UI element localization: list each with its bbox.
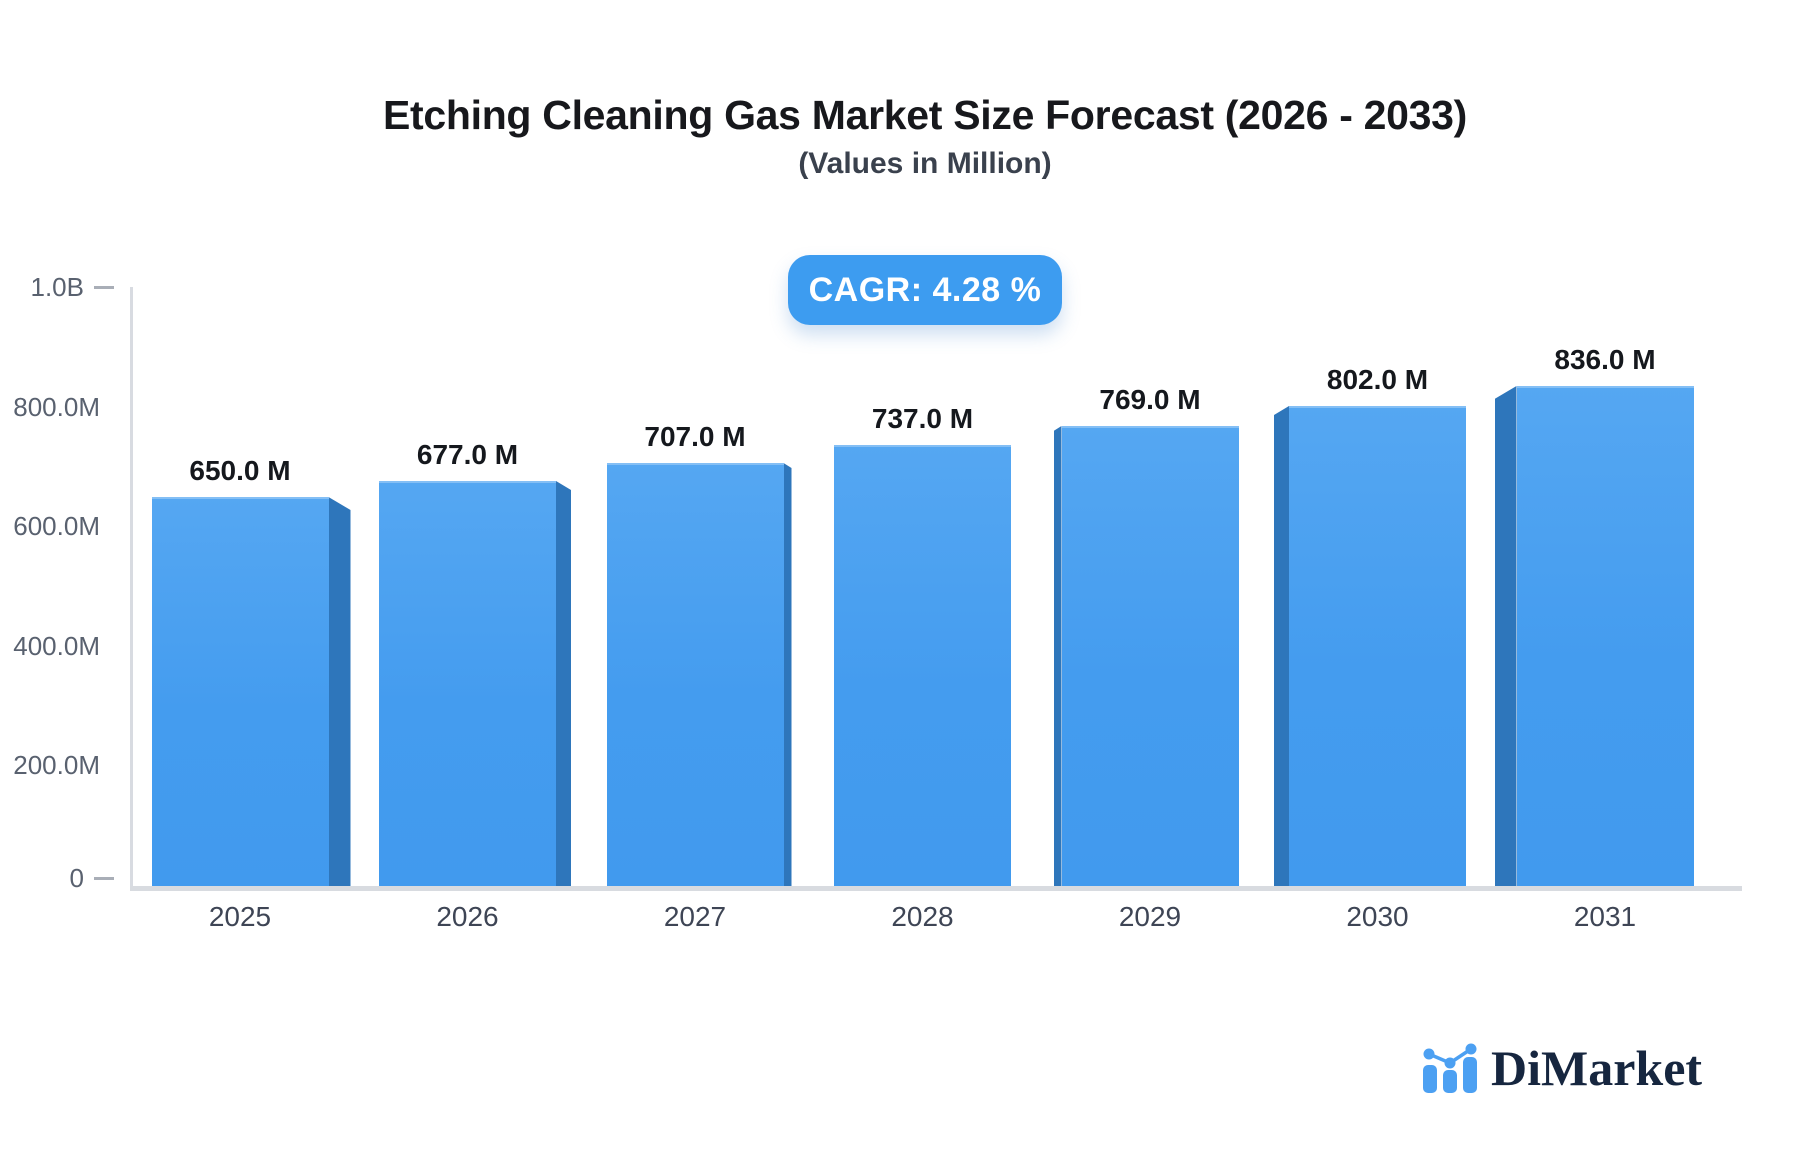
bar-value-label-2029: 769.0 M (1099, 384, 1201, 415)
bar-2026[interactable] (379, 481, 556, 886)
bar-value-label-2031: 836.0 M (1554, 344, 1656, 375)
brand-logo: DiMarket (1421, 1040, 1702, 1096)
x-tick-label-2027: 2027 (663, 901, 727, 932)
bar-value-label-2025: 650.0 M (189, 455, 291, 486)
y-tick-0: 0 (0, 863, 114, 893)
y-axis-line (130, 287, 133, 886)
chart-subtitle: (Values in Million) (798, 147, 1052, 180)
y-tick-label: 1.0B (30, 271, 85, 302)
y-tick-dash (94, 285, 114, 289)
bar-2029[interactable] (1061, 426, 1239, 886)
y-tick-600: 600.0M (0, 511, 114, 541)
y-tick-200: 200.0M (0, 750, 114, 780)
bar-2025[interactable] (151, 497, 329, 886)
x-tick-label-2029: 2029 (1118, 901, 1182, 932)
bar-3d-side-2029 (1053, 426, 1062, 886)
chart-title: Etching Cleaning Gas Market Size Forecas… (382, 92, 1468, 138)
y-tick-dash (94, 876, 114, 880)
y-tick-label: 400.0M (13, 630, 100, 661)
x-axis-baseline (130, 886, 1742, 891)
y-tick-label: 600.0M (13, 510, 100, 541)
bar-2028[interactable] (834, 445, 1011, 886)
bar-2031[interactable] (1516, 386, 1694, 886)
dimarket-logo-icon (1423, 1043, 1477, 1093)
bar-value-label-2027: 707.0 M (644, 421, 746, 452)
x-tick-label-2031: 2031 (1573, 901, 1637, 932)
bar-3d-side-2027 (783, 463, 792, 886)
bar-3d-side-2026 (556, 481, 571, 886)
bar-2027[interactable] (606, 463, 784, 886)
x-tick-label-2026: 2026 (436, 901, 499, 932)
brand-name: DiMarket (1491, 1040, 1703, 1096)
bar-2030[interactable] (1289, 406, 1466, 886)
x-tick-label-2028: 2028 (891, 901, 954, 932)
y-tick-800: 800.0M (0, 392, 114, 422)
y-tick-label: 200.0M (13, 749, 100, 780)
cagr-badge: CAGR: 4.28 % (788, 255, 1062, 325)
bar-3d-side-2031 (1494, 386, 1517, 886)
bar-3d-side-2025 (328, 497, 351, 886)
y-tick-label: 800.0M (13, 391, 100, 422)
bar-value-label-2030: 802.0 M (1326, 364, 1429, 395)
bar-value-label-2028: 737.0 M (871, 403, 974, 434)
bar-value-label-2026: 677.0 M (416, 439, 519, 470)
x-tick-label-2025: 2025 (208, 901, 272, 932)
y-tick-1000: 1.0B (0, 272, 114, 302)
x-tick-label-2030: 2030 (1346, 901, 1409, 932)
y-tick-label: 0 (69, 862, 84, 893)
cagr-badge-label: CAGR: 4.28 % (808, 270, 1042, 309)
bar-3d-side-2030 (1274, 406, 1289, 886)
y-tick-400: 400.0M (0, 631, 114, 661)
